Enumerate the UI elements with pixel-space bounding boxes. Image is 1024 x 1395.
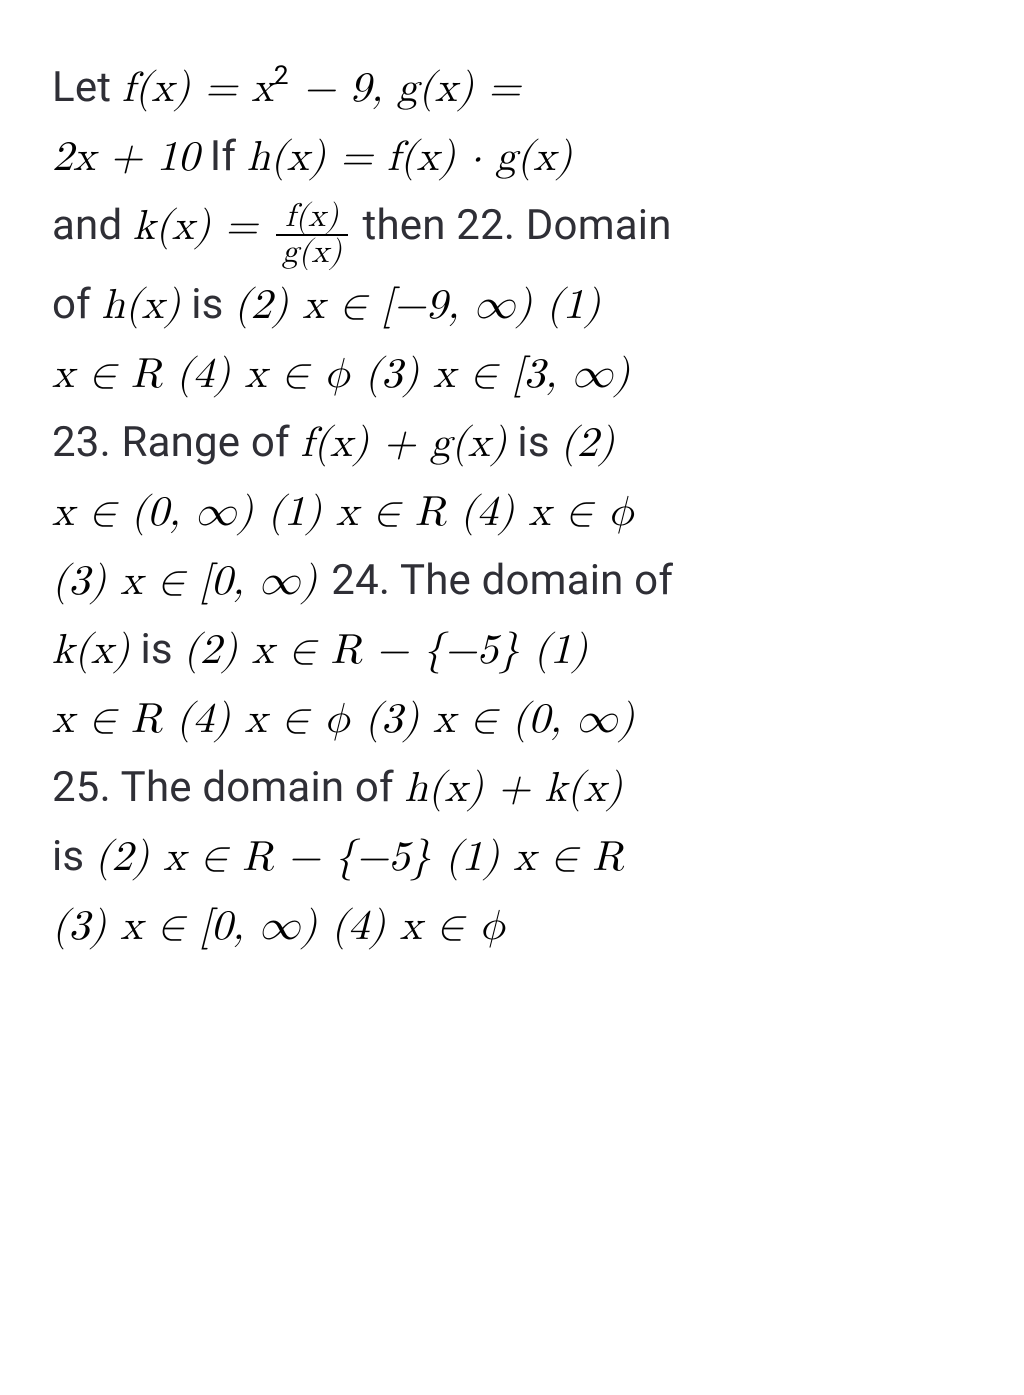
line-1: Let f(x) = x2 − 9, g(x) = <box>52 54 976 123</box>
opt-24-1-value: x ∈ R <box>52 699 162 741</box>
q25-domain-of: 25. The domain of <box>52 763 404 812</box>
opt-22-1-value: x ∈ R <box>52 354 162 396</box>
line-13: (3) x ∈ [0, ∞) (4) x ∈ ϕ <box>52 892 976 961</box>
opt-24-1-label: (1) <box>519 630 587 672</box>
line-5: x ∈ R (4) x ∈ ϕ (3) x ∈ [3, ∞) <box>52 340 976 409</box>
expr-hx-plus-kx: h(x) + k(x) <box>404 768 622 810</box>
fraction-numerator: f(x) <box>276 200 348 234</box>
line-12: is (2) x ∈ R − {−5} (1) x ∈ R <box>52 823 976 892</box>
opt-22-3: (3) x ∈ [3, ∞) <box>351 354 630 396</box>
expr-kx-eq: k(x) = <box>133 206 272 248</box>
fraction-fx-over-gx: f(x)g(x) <box>276 200 348 271</box>
opt-22-2: (2) x ∈ [−9, ∞) <box>234 285 532 327</box>
opt-24-3: (3) x ∈ (0, ∞) <box>351 699 635 741</box>
line-4: of h(x) is (2) x ∈ [−9, ∞) (1) <box>52 271 976 340</box>
opt-23-2-value: x ∈ (0, ∞) <box>52 492 253 534</box>
opt-25-3: (3) x ∈ [0, ∞) <box>52 906 317 948</box>
word-then-22-domain: then 22. Domain <box>352 201 672 250</box>
opt-23-1: (1) x ∈ R <box>253 492 446 534</box>
opt-23-3-label: (3) <box>52 561 120 603</box>
word-is-d: is <box>52 832 95 881</box>
line-8: (3) x ∈ [0, ∞) 24. The domain of <box>52 547 976 616</box>
q24-domain-of: 24. The domain of <box>331 556 673 605</box>
opt-23-4: (4) x ∈ ϕ <box>446 492 635 534</box>
fraction-denominator: g(x) <box>276 234 348 270</box>
opt-25-2: (2) x ∈ R − {−5} <box>95 837 431 879</box>
opt-24-4: (4) x ∈ ϕ <box>162 699 351 741</box>
q23-range-of: 23. Range of <box>52 418 300 467</box>
line-3: and k(x) = f(x)g(x) then 22. Domain <box>52 192 976 270</box>
opt-23-2-label: (2) <box>560 423 614 465</box>
line-2: 2x + 10 If h(x) = f(x) · g(x) <box>52 123 976 192</box>
expr-minus9-gx: − 9, g(x) = <box>289 68 521 110</box>
expr-kx: k(x) <box>52 630 130 672</box>
expr-2x-plus-10: 2x + 10 <box>52 137 199 179</box>
opt-22-4: (4) x ∈ ϕ <box>162 354 351 396</box>
word-is-c: is <box>130 625 184 674</box>
expr-hx: h(x) <box>102 285 181 327</box>
opt-25-1: (1) x ∈ R <box>431 837 624 879</box>
word-is-b: is <box>507 418 561 467</box>
exponent-2: 2 <box>274 61 289 91</box>
line-10: x ∈ R (4) x ∈ ϕ (3) x ∈ (0, ∞) <box>52 685 976 754</box>
expr-hx-def: h(x) = f(x) · g(x) <box>247 137 573 179</box>
word-if: If <box>199 132 247 181</box>
opt-24-2: (2) x ∈ R − {−5} <box>183 630 519 672</box>
word-of: of <box>52 280 102 329</box>
line-7: x ∈ (0, ∞) (1) x ∈ R (4) x ∈ ϕ <box>52 478 976 547</box>
line-6: 23. Range of f(x) + g(x) is (2) <box>52 409 976 478</box>
word-let: Let <box>52 63 122 112</box>
opt-22-1-label: (1) <box>532 285 600 327</box>
opt-25-4: (4) x ∈ ϕ <box>317 906 506 948</box>
expr-fx-eq-x: f(x) = x <box>122 68 274 110</box>
word-is: is <box>181 280 235 329</box>
line-9: k(x) is (2) x ∈ R − {−5} (1) <box>52 616 976 685</box>
opt-23-3-value: x ∈ [0, ∞) <box>120 561 331 603</box>
math-problem-page: Let f(x) = x2 − 9, g(x) = 2x + 10 If h(x… <box>0 0 1024 1001</box>
word-and: and <box>52 201 133 250</box>
line-11: 25. The domain of h(x) + k(x) <box>52 754 976 823</box>
expr-fx-plus-gx: f(x) + g(x) <box>300 423 506 465</box>
